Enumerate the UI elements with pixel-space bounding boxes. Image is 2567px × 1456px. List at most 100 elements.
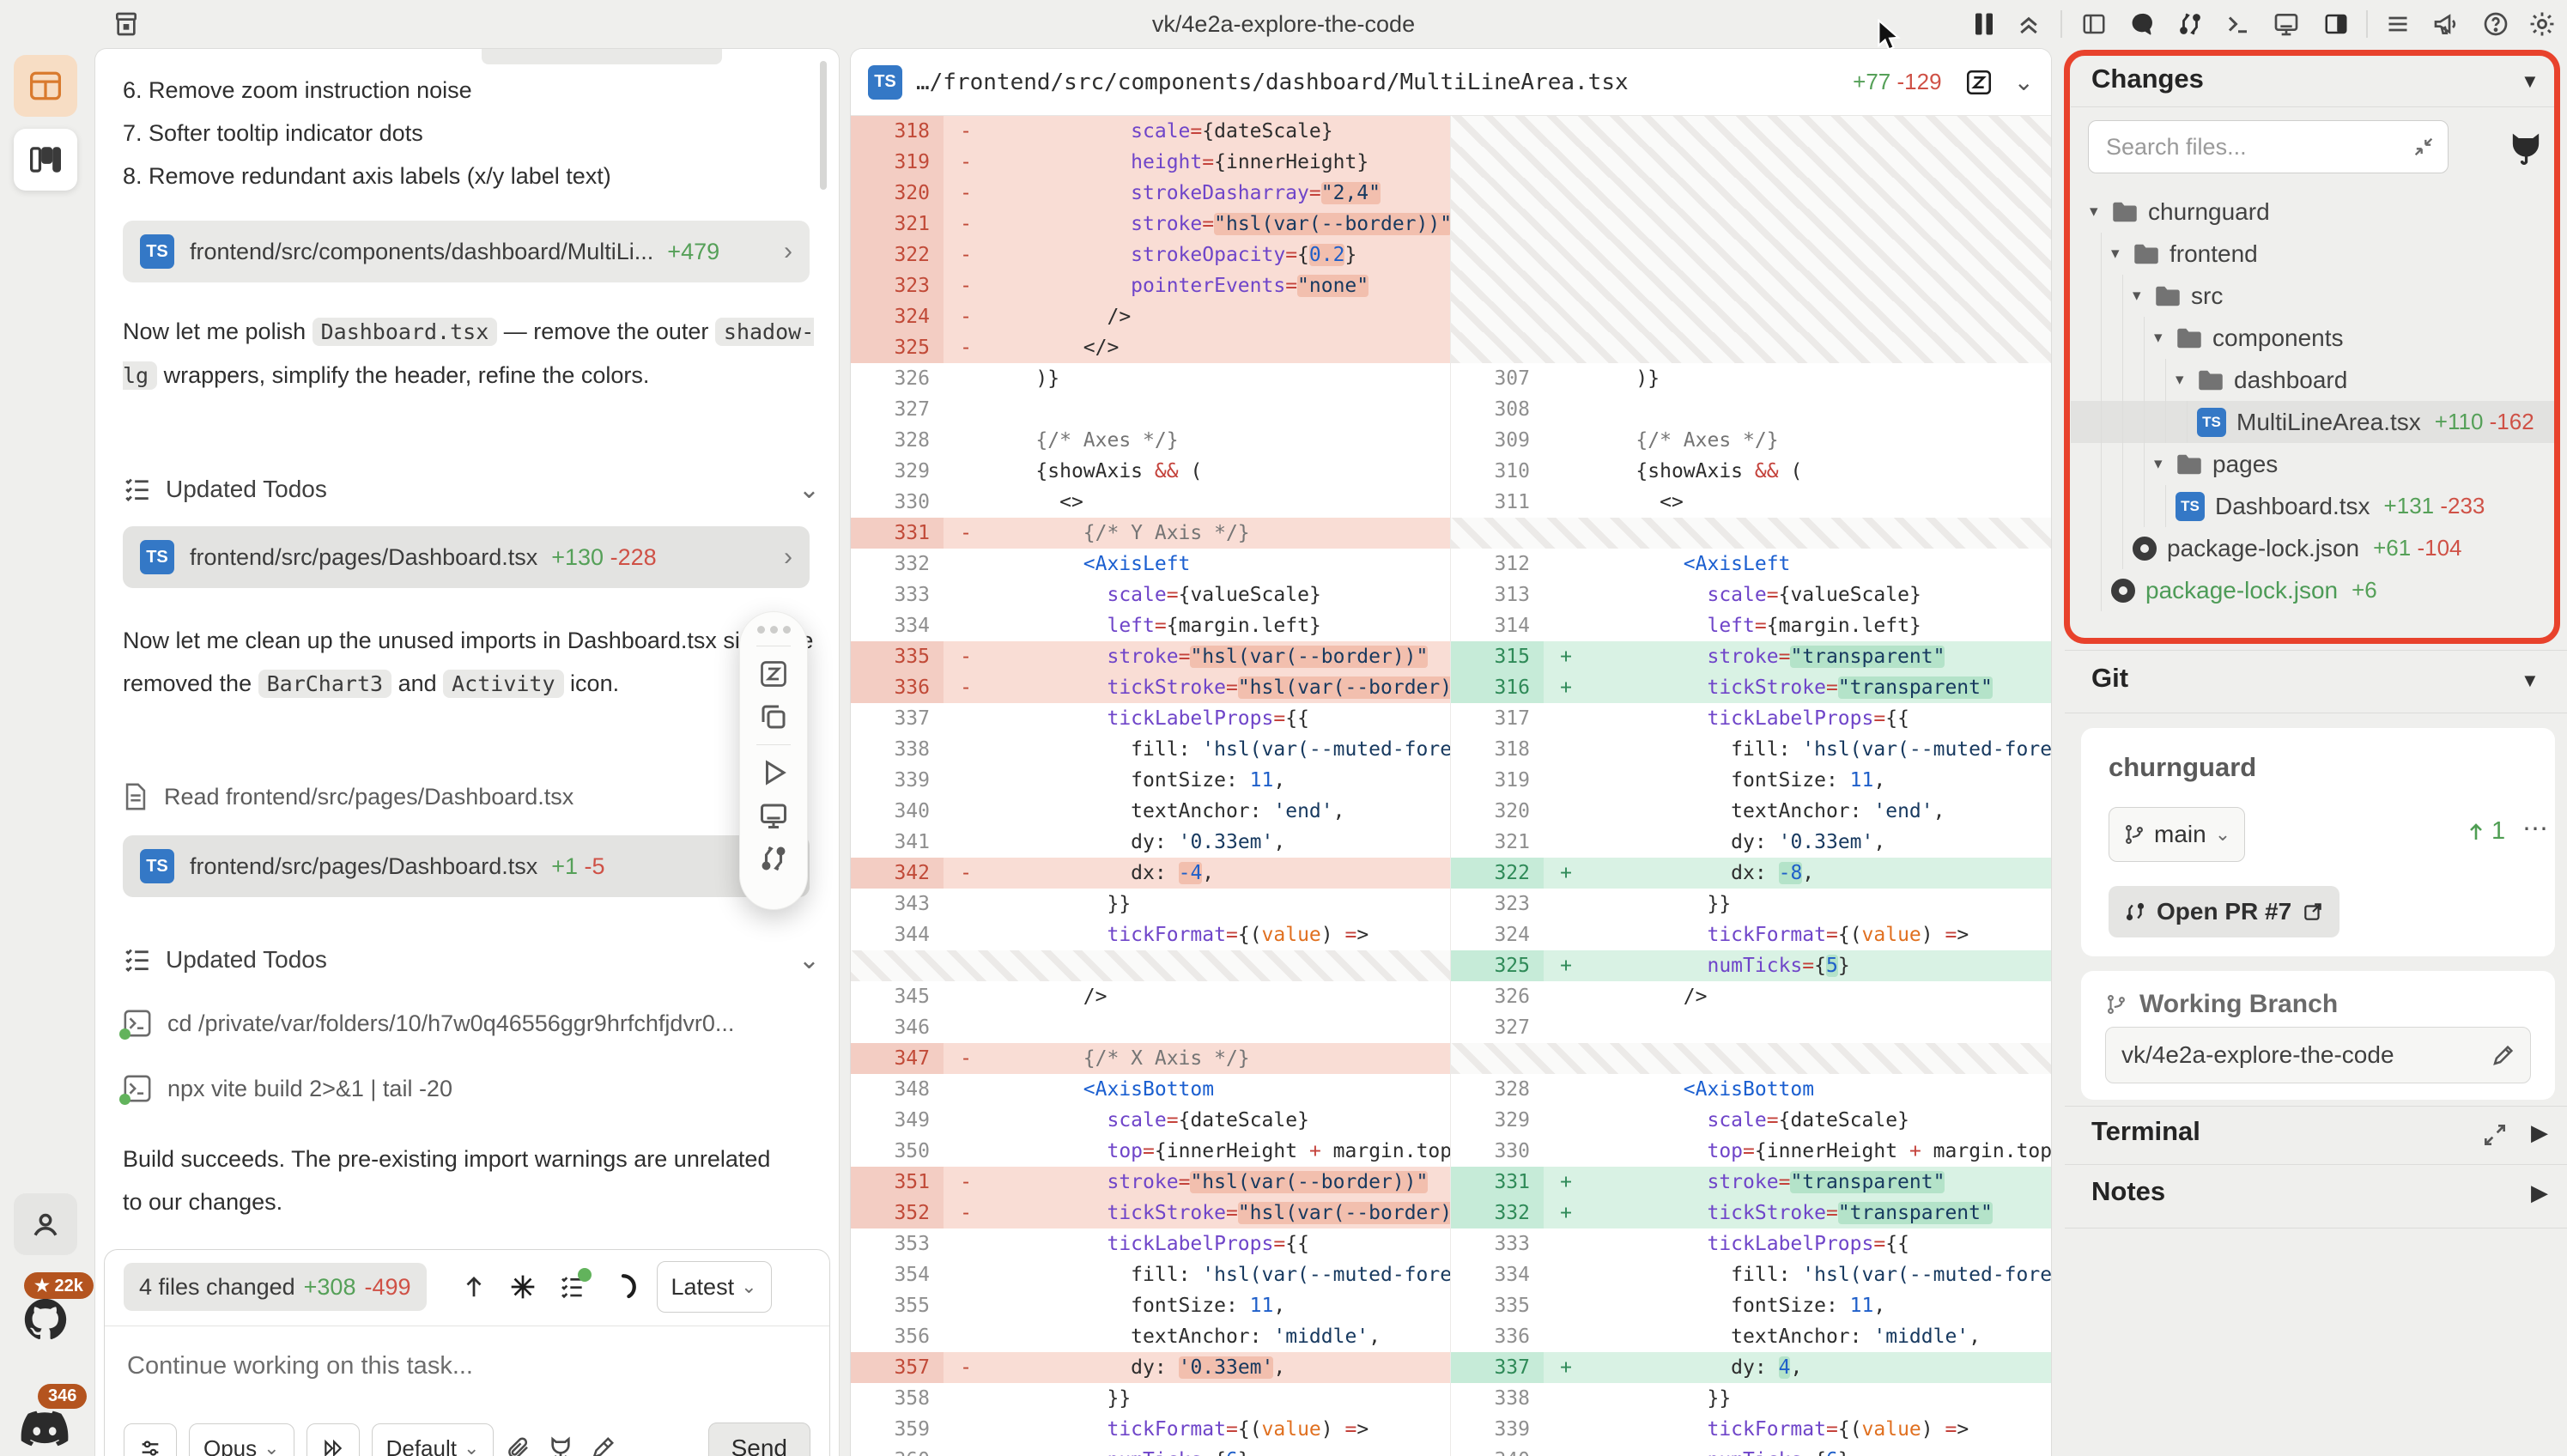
expand-caret-icon[interactable]: ▶: [2531, 1119, 2548, 1145]
settings-sliders-button[interactable]: [124, 1423, 177, 1456]
tree-row-churnguard[interactable]: ▾ churnguard: [2071, 191, 2557, 233]
chevron-down-icon[interactable]: ⌄: [2013, 69, 2034, 95]
file-search-box[interactable]: [2088, 120, 2449, 173]
typescript-icon: TS: [2197, 407, 2226, 437]
diff-line: 346: [851, 1012, 1451, 1043]
diff-row: 339 fontSize: 11, 319 fontSize: 11,: [851, 765, 2051, 796]
chat-scrollbar-thumb[interactable]: [820, 61, 827, 190]
panel-left-icon[interactable]: [2078, 9, 2110, 39]
workspace-active-button[interactable]: [14, 55, 77, 117]
diff-row: 333 scale={valueScale} 313 scale={valueSc…: [851, 579, 2051, 610]
editor-z-icon[interactable]: [758, 658, 789, 689]
pause-icon[interactable]: [1968, 9, 2000, 39]
git-compare-icon[interactable]: [759, 843, 788, 874]
latest-dropdown[interactable]: Latest ⌄: [656, 1261, 772, 1313]
ahead-count[interactable]: 1: [2466, 817, 2505, 846]
tree-row-src[interactable]: ▾ src: [2071, 275, 2557, 317]
collapse-up-icon[interactable]: [2012, 9, 2045, 39]
model-dropdown[interactable]: Opus ⌄: [189, 1423, 294, 1456]
copy-icon[interactable]: [758, 701, 789, 732]
drag-handle-dots[interactable]: [756, 626, 791, 634]
chevron-down-icon: ⌄: [264, 1437, 280, 1456]
edit-pencil-icon[interactable]: [2491, 1042, 2516, 1068]
discord-icon[interactable]: [19, 1408, 70, 1451]
cat-icon[interactable]: [2503, 127, 2548, 172]
tree-row-package-lock-json[interactable]: package-lock.json +6: [2071, 569, 2557, 611]
file-path: frontend/src/components/dashboard/MultiL…: [190, 238, 654, 264]
collapse-caret-icon[interactable]: ▼: [2521, 70, 2540, 92]
composer-input[interactable]: [125, 1339, 798, 1392]
caret-down-icon[interactable]: ▾: [2176, 371, 2184, 389]
branch-dropdown[interactable]: main ⌄: [2109, 807, 2246, 862]
caret-down-icon[interactable]: ▾: [2090, 203, 2098, 221]
tree-row-components[interactable]: ▾ components: [2071, 317, 2557, 359]
git-compare-icon[interactable]: [2174, 9, 2206, 39]
terminal-prompt-icon[interactable]: [2222, 9, 2254, 39]
caret-down-icon[interactable]: ▾: [2154, 455, 2163, 473]
collapse-tree-icon[interactable]: [2412, 135, 2436, 159]
indent-guide: [2144, 443, 2145, 485]
collapse-caret-icon[interactable]: ▼: [2521, 670, 2540, 691]
archive-box-icon[interactable]: [110, 9, 143, 39]
monitor-icon[interactable]: [757, 800, 790, 831]
changes-file-tree: ▾ churnguard ▾ frontend ▾ src ▾ components ▾ dash…: [2071, 191, 2557, 640]
files-changed-chip[interactable]: 4 files changed +308 -499: [124, 1263, 427, 1311]
help-icon[interactable]: [2479, 9, 2512, 39]
tree-row-dashboard[interactable]: ▾ dashboard: [2071, 359, 2557, 401]
expand-icon[interactable]: [2481, 1121, 2509, 1149]
open-pr-button[interactable]: Open PR #7: [2109, 886, 2340, 937]
diff-line: 318- scale={dateScale}: [851, 116, 1451, 147]
panel-right-icon[interactable]: [2320, 9, 2352, 39]
tree-row-frontend[interactable]: ▾ frontend: [2071, 233, 2557, 275]
read-file-row[interactable]: Read frontend/src/pages/Dashboard.tsx: [123, 777, 810, 816]
file-change-chip[interactable]: TS frontend/src/pages/Dashboard.tsx +130…: [123, 526, 810, 588]
caret-down-icon[interactable]: ▾: [2133, 287, 2141, 305]
diff-line: 330 <>: [851, 487, 1451, 518]
tree-row-pages[interactable]: ▾ pages: [2071, 443, 2557, 485]
caret-down-icon[interactable]: ▾: [2111, 245, 2120, 263]
working-branch-input[interactable]: [2105, 1027, 2531, 1083]
inline-code: Activity: [443, 670, 564, 698]
scroll-up-icon[interactable]: [461, 1273, 487, 1301]
megaphone-icon[interactable]: [2430, 9, 2462, 39]
send-button[interactable]: Send: [707, 1423, 810, 1456]
diff-line: 335- stroke="hsl(var(--border))": [851, 641, 1451, 672]
removed-count: -499: [364, 1273, 411, 1300]
fast-forward-button[interactable]: [306, 1423, 360, 1456]
chat-bubble-icon[interactable]: [2126, 9, 2158, 39]
tree-row-package-lock-json[interactable]: package-lock.json +61 -104: [2071, 527, 2557, 569]
terminal-command-row[interactable]: npx vite build 2>&1 | tail -20: [119, 1069, 810, 1108]
diff-view-icon[interactable]: [1964, 68, 1994, 97]
updated-todos-label: Updated Todos: [166, 476, 327, 502]
more-actions-icon[interactable]: ⋯: [2522, 815, 2550, 843]
expand-caret-icon[interactable]: ▶: [2531, 1180, 2548, 1205]
workspace-button[interactable]: [14, 129, 77, 191]
mode-dropdown[interactable]: Default ⌄: [371, 1423, 495, 1456]
pen-icon[interactable]: [590, 1435, 616, 1456]
spark-icon[interactable]: [509, 1273, 537, 1301]
branch-name-field[interactable]: [2120, 1040, 2491, 1070]
updated-todos-row[interactable]: Updated Todos ⌄: [123, 940, 820, 980]
github-icon[interactable]: [21, 1295, 70, 1344]
diff-row: 334 left={margin.left} 314 left={margin.l…: [851, 610, 2051, 641]
tree-row-multilinearea-tsx[interactable]: TS MultiLineArea.tsx +110 -162: [2071, 401, 2557, 443]
search-input[interactable]: [2104, 132, 2412, 161]
caret-down-icon[interactable]: ▾: [2154, 329, 2163, 347]
account-button[interactable]: [14, 1193, 77, 1255]
gear-icon[interactable]: [2526, 9, 2558, 39]
todos-status-icon[interactable]: [559, 1268, 592, 1301]
diff-row: 344 tickFormat={(value) => 324 tickFormat…: [851, 919, 2051, 950]
menu-icon[interactable]: [2382, 9, 2414, 39]
top-bar: vk/4e2a-explore-the-code: [0, 0, 2567, 48]
terminal-command-row[interactable]: cd /private/var/folders/10/h7w0q46556ggr…: [119, 1004, 810, 1043]
updated-todos-row[interactable]: Updated Todos ⌄: [123, 470, 820, 509]
file-change-chip[interactable]: TS frontend/src/components/dashboard/Mul…: [123, 221, 810, 282]
tree-row-dashboard-tsx[interactable]: TS Dashboard.tsx +131 -233: [2071, 485, 2557, 527]
attach-icon[interactable]: [506, 1435, 531, 1456]
folder-icon: [2134, 244, 2158, 264]
file-change-chip[interactable]: TS frontend/src/pages/Dashboard.tsx +1 -…: [123, 835, 810, 897]
diff-line: 360 numTicks={6}: [851, 1445, 1451, 1456]
monitor-icon[interactable]: [2270, 9, 2303, 39]
cat-icon[interactable]: [547, 1435, 574, 1456]
run-icon[interactable]: [758, 757, 789, 788]
